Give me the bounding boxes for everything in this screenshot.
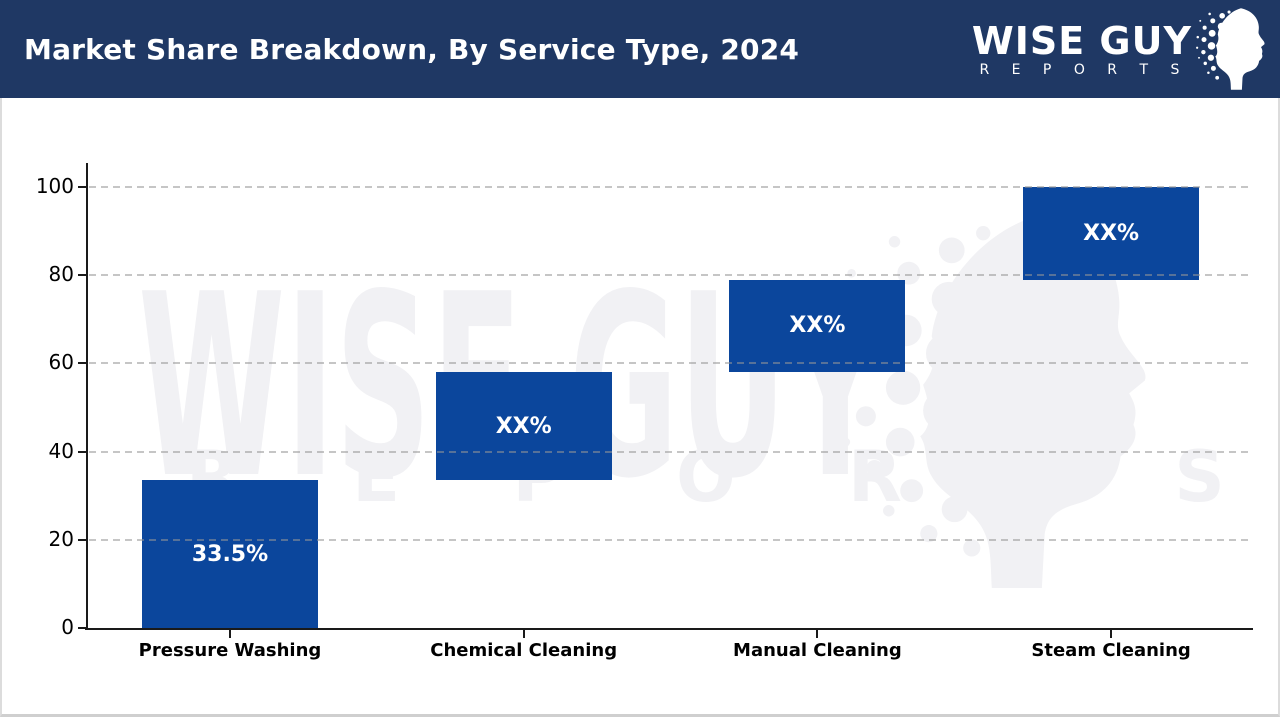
y-tick-label: 100 — [35, 174, 74, 198]
wiseguy-logo-name: WISE GUY — [971, 18, 1192, 63]
x-tick-mark — [229, 630, 231, 638]
x-tick-mark — [1110, 630, 1113, 638]
page-title: Market Share Breakdown, By Service Type,… — [24, 32, 800, 66]
x-tick-label: Manual Cleaning — [733, 640, 902, 661]
x-axis-line — [85, 628, 1253, 630]
bar-manual-cleaning: XX% — [729, 279, 906, 373]
bar-value-label: XX% — [1083, 220, 1140, 246]
bar-pressure-washing: 33.5% — [142, 480, 318, 628]
x-tick-label: Steam Cleaning — [1031, 640, 1191, 661]
y-tick-label: 20 — [48, 526, 74, 551]
y-tick-mark — [78, 274, 87, 277]
bar-value-label: XX% — [495, 413, 552, 439]
bar-value-label: 33.5% — [191, 541, 269, 567]
gridline — [89, 362, 1253, 365]
bar-chemical-cleaning: XX% — [435, 372, 612, 481]
y-tick-label: 40 — [48, 438, 74, 463]
watermark-face-icon — [832, 216, 1146, 588]
wiseguy-logo: WISE GUY R E P O R T S — [972, 8, 1266, 90]
y-tick-mark — [78, 186, 87, 188]
x-tick-mark — [816, 630, 819, 638]
y-tick-label: 80 — [48, 262, 74, 287]
gridline — [89, 450, 1253, 453]
wiseguy-face-icon — [1196, 8, 1265, 90]
gridline — [89, 274, 1253, 277]
y-tick-mark — [78, 450, 87, 453]
bar-value-label: XX% — [789, 313, 846, 339]
y-axis-line — [86, 163, 88, 630]
gridline — [89, 538, 1253, 541]
y-tick-label: 60 — [48, 350, 74, 375]
x-tick-mark — [522, 630, 525, 638]
y-tick-mark — [78, 538, 87, 541]
y-tick-mark — [78, 627, 87, 629]
bar-steam-cleaning: XX% — [1023, 187, 1200, 280]
header-bar: Market Share Breakdown, By Service Type,… — [0, 0, 1280, 98]
wiseguy-logo-subtitle: R E P O R T S — [979, 61, 1189, 78]
x-tick-label: Pressure Washing — [138, 640, 322, 661]
gridline — [89, 186, 1253, 188]
x-tick-label: Chemical Cleaning — [430, 640, 618, 661]
y-tick-mark — [78, 362, 87, 365]
y-tick-label: 0 — [61, 615, 74, 639]
wiseguy-logo-text: WISE GUY R E P O R T S — [972, 22, 1192, 77]
